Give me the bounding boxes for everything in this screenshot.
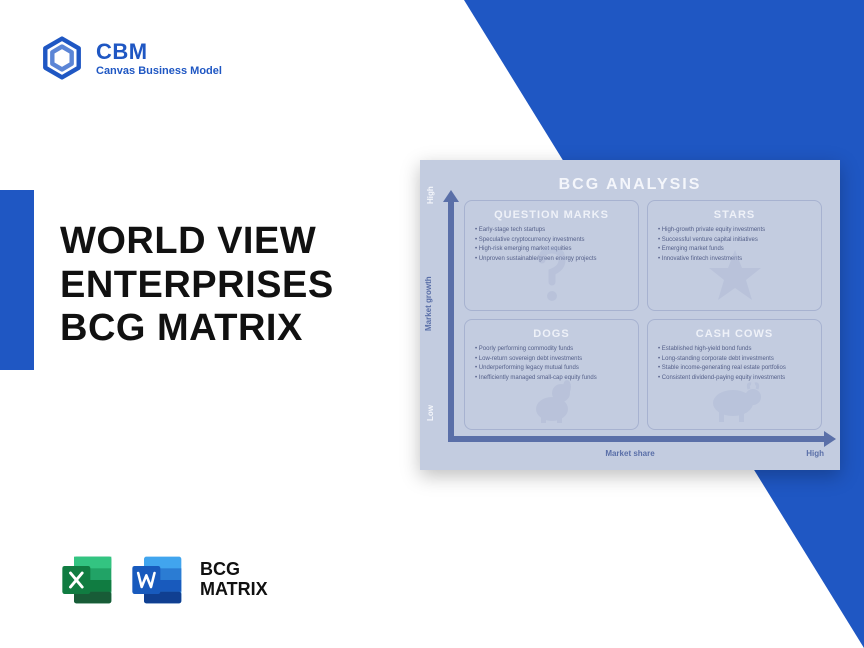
list-item: Emerging market funds [658, 245, 811, 255]
quadrant-list: High-growth private equity investments S… [658, 226, 811, 264]
quadrant-title: DOGS [475, 328, 628, 340]
logo-title: CBM [96, 39, 222, 65]
x-axis-label: Market share [605, 449, 654, 458]
cow-icon [705, 379, 765, 425]
quadrant-cash-cows: CASH COWS Established high-yield bond fu… [647, 319, 822, 430]
quadrant-dogs: DOGS Poorly performing commodity funds L… [464, 319, 639, 430]
quadrant-stars: STARS High-growth private equity investm… [647, 200, 822, 311]
list-item: High-growth private equity investments [658, 226, 811, 236]
list-item: Poorly performing commodity funds [475, 345, 628, 355]
y-axis-label: Market growth [424, 276, 433, 331]
x-axis-high: High [806, 449, 824, 458]
list-item: Innovative fintech investments [658, 255, 811, 265]
quadrant-question-marks: QUESTION MARKS Early-stage tech startups… [464, 200, 639, 311]
list-item: Early-stage tech startups [475, 226, 628, 236]
list-item: Low-return sovereign debt investments [475, 355, 628, 365]
list-item: Long-standing corporate debt investments [658, 355, 811, 365]
quadrant-grid: QUESTION MARKS Early-stage tech startups… [464, 200, 822, 430]
x-axis [448, 436, 826, 442]
footer-apps: BCG MATRIX [60, 552, 268, 608]
brand-logo: CBM Canvas Business Model [40, 36, 222, 80]
logo-subtitle: Canvas Business Model [96, 65, 222, 77]
list-item: Unproven sustainable/green energy projec… [475, 255, 628, 265]
y-axis [448, 200, 454, 440]
accent-bar [0, 190, 34, 370]
y-axis-high: High [426, 186, 435, 204]
quadrant-list: Poorly performing commodity funds Low-re… [475, 345, 628, 383]
excel-icon [60, 552, 116, 608]
list-item: Underperforming legacy mutual funds [475, 364, 628, 374]
quadrant-title: CASH COWS [658, 328, 811, 340]
list-item: Speculative cryptocurrency investments [475, 236, 628, 246]
list-item: Inefficiently managed small-cap equity f… [475, 374, 628, 384]
list-item: High-risk emerging market equities [475, 245, 628, 255]
y-axis-low: Low [426, 405, 435, 421]
title-line: ENTERPRISES [60, 264, 334, 308]
quadrant-list: Early-stage tech startups Speculative cr… [475, 226, 628, 264]
quadrant-title: QUESTION MARKS [475, 209, 628, 221]
page-title: WORLD VIEW ENTERPRISES BCG MATRIX [60, 220, 334, 351]
title-line: WORLD VIEW [60, 220, 334, 264]
quadrant-title: STARS [658, 209, 811, 221]
list-item: Stable income-generating real estate por… [658, 364, 811, 374]
bcg-diagram: BCG ANALYSIS High Low Market growth Mark… [420, 160, 840, 470]
quadrant-list: Established high-yield bond funds Long-s… [658, 345, 811, 383]
word-icon [130, 552, 186, 608]
title-line: BCG MATRIX [60, 307, 334, 351]
footer-label: BCG MATRIX [200, 560, 268, 600]
list-item: Established high-yield bond funds [658, 345, 811, 355]
list-item: Successful venture capital initiatives [658, 236, 811, 246]
list-item: Consistent dividend-paying equity invest… [658, 374, 811, 384]
logo-hex-icon [40, 36, 84, 80]
diagram-title: BCG ANALYSIS [438, 176, 822, 194]
